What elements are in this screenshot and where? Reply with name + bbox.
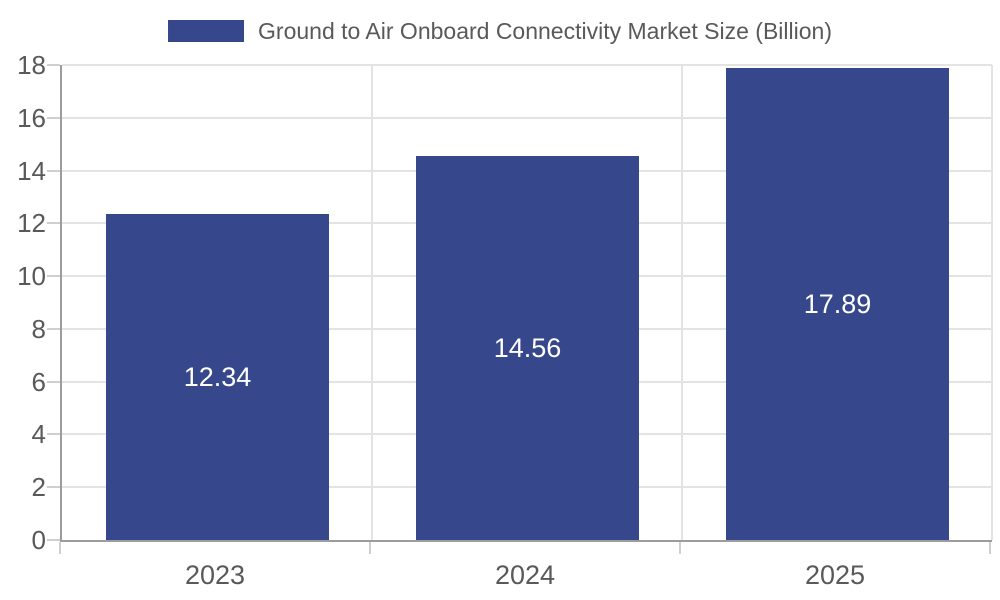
y-tick-mark xyxy=(47,170,60,172)
bar-2025[interactable]: 17.89 xyxy=(726,68,949,540)
y-tick-label: 6 xyxy=(31,367,46,397)
x-tick-mark xyxy=(989,542,991,554)
legend[interactable]: Ground to Air Onboard Connectivity Marke… xyxy=(168,18,832,44)
y-tick-mark xyxy=(47,64,60,66)
y-tick-label: 8 xyxy=(31,314,46,344)
x-tick-label-2023: 2023 xyxy=(184,560,246,590)
y-tick-label: 12 xyxy=(17,208,46,238)
x-tick-label-2024: 2024 xyxy=(494,560,556,590)
x-tick-mark xyxy=(59,542,61,554)
y-tick-mark xyxy=(47,486,60,488)
y-tick-label: 14 xyxy=(17,156,46,186)
y-tick-mark xyxy=(47,433,60,435)
x-tick-mark xyxy=(369,542,371,554)
v-gridline xyxy=(681,65,683,540)
y-tick-label: 18 xyxy=(17,50,46,80)
y-tick-mark xyxy=(47,117,60,119)
x-tick-mark xyxy=(679,542,681,554)
y-tick-mark xyxy=(47,222,60,224)
h-gridline xyxy=(62,116,992,119)
legend-swatch xyxy=(168,20,245,42)
y-tick-mark xyxy=(47,381,60,383)
y-tick-label: 4 xyxy=(31,419,46,449)
v-gridline xyxy=(991,65,993,540)
y-tick-mark xyxy=(47,275,60,277)
y-tick-label: 2 xyxy=(31,472,46,502)
bar-2023[interactable]: 12.34 xyxy=(106,214,329,540)
v-gridline xyxy=(371,65,373,540)
y-tick-label: 0 xyxy=(31,525,46,555)
h-gridline xyxy=(62,64,992,66)
y-tick-mark xyxy=(47,539,60,541)
legend-label: Ground to Air Onboard Connectivity Marke… xyxy=(258,18,832,44)
bar-2024[interactable]: 14.56 xyxy=(416,156,639,540)
y-tick-mark xyxy=(47,328,60,330)
bar-value-label: 12.34 xyxy=(183,362,252,392)
y-tick-label: 16 xyxy=(17,103,46,133)
plot-area: 12.34 14.56 17.89 xyxy=(60,64,993,542)
y-tick-label: 10 xyxy=(17,261,46,291)
bar-value-label: 17.89 xyxy=(803,289,872,319)
bar-value-label: 14.56 xyxy=(493,333,562,363)
x-tick-label-2025: 2025 xyxy=(804,560,866,590)
